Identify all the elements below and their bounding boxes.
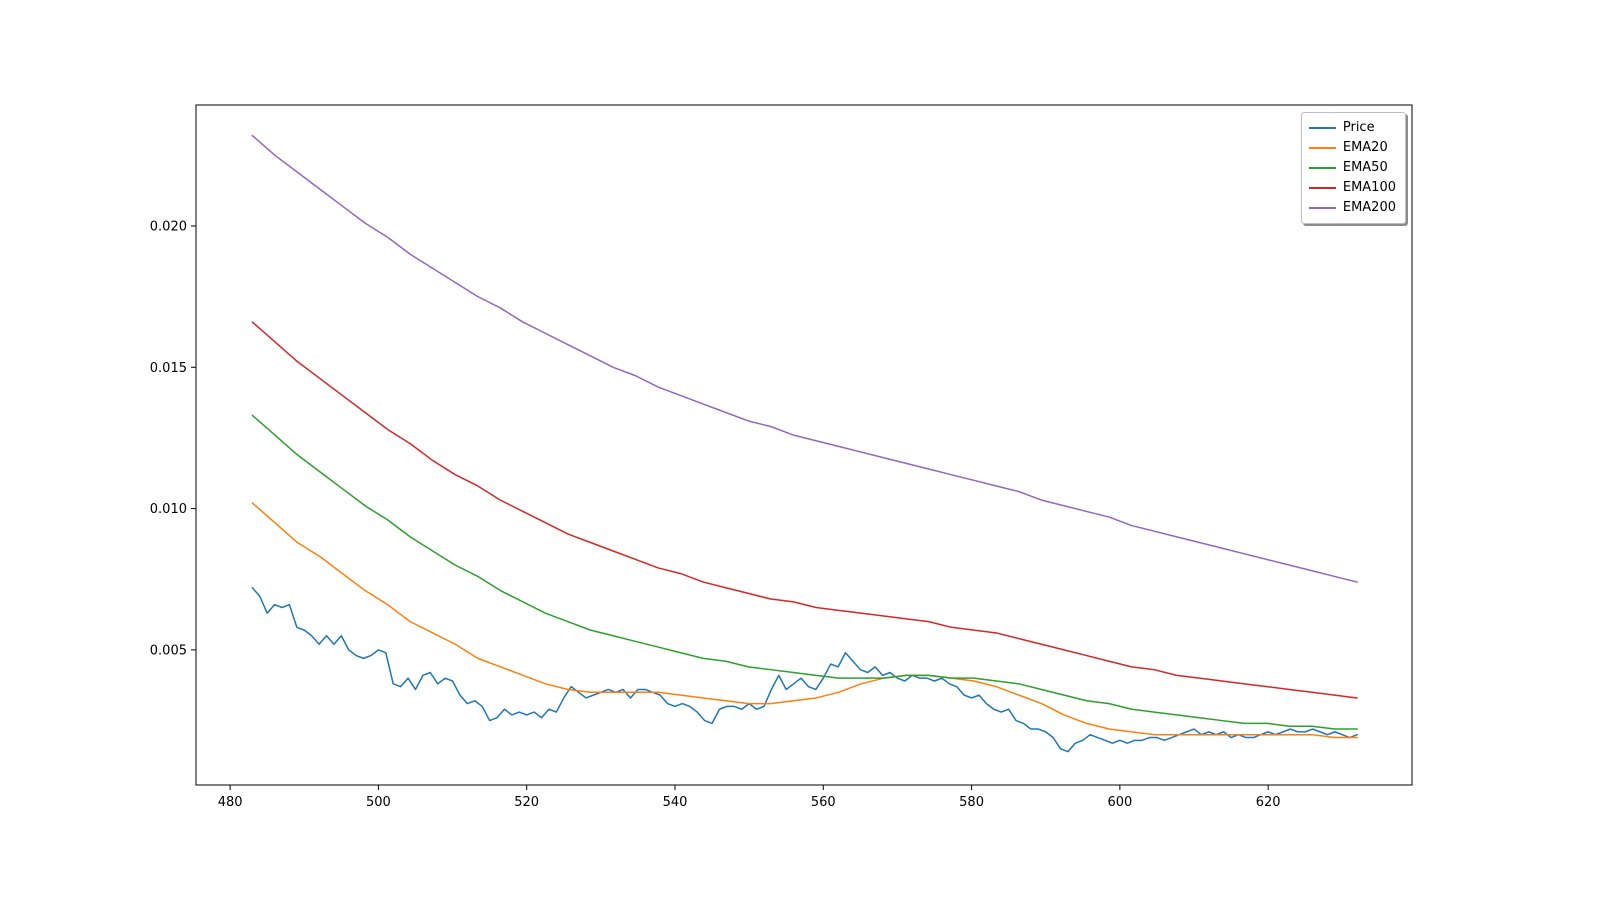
legend-label: EMA200 [1342, 200, 1396, 215]
y-tick-label: 0.015 [150, 361, 187, 376]
legend-line-sample [1308, 147, 1336, 149]
legend-line-sample [1308, 187, 1336, 189]
y-tick-label: 0.005 [150, 643, 187, 658]
x-tick-label: 480 [218, 795, 243, 810]
x-tick-label: 520 [514, 795, 539, 810]
legend-label: EMA100 [1342, 180, 1396, 195]
series-price [251, 586, 1358, 753]
legend-label: EMA50 [1342, 160, 1388, 175]
series-ema100 [251, 321, 1358, 699]
axes-frame [195, 104, 1413, 786]
x-tick-label: 580 [959, 795, 984, 810]
legend-item-price: Price [1308, 118, 1396, 138]
x-tick-label: 500 [366, 795, 391, 810]
legend-item-ema100: EMA100 [1308, 178, 1396, 198]
y-tick-label: 0.010 [150, 502, 187, 517]
legend: Price EMA20 EMA50 EMA100 EMA200 [1300, 112, 1406, 224]
legend-item-ema20: EMA20 [1308, 138, 1396, 158]
series-ema50 [251, 414, 1358, 730]
series-ema200 [251, 134, 1358, 583]
legend-line-sample [1308, 207, 1336, 209]
series-ema20 [251, 502, 1358, 739]
y-tick-label: 0.020 [150, 219, 187, 234]
x-tick-label: 540 [663, 795, 688, 810]
x-tick-label: 620 [1256, 795, 1281, 810]
x-tick-label: 600 [1107, 795, 1132, 810]
legend-line-sample [1308, 167, 1336, 169]
x-tick-label: 560 [811, 795, 836, 810]
legend-item-ema50: EMA50 [1308, 158, 1396, 178]
legend-label: EMA20 [1342, 140, 1388, 155]
legend-line-sample [1308, 127, 1336, 129]
legend-item-ema200: EMA200 [1308, 198, 1396, 218]
legend-label: Price [1342, 120, 1375, 135]
